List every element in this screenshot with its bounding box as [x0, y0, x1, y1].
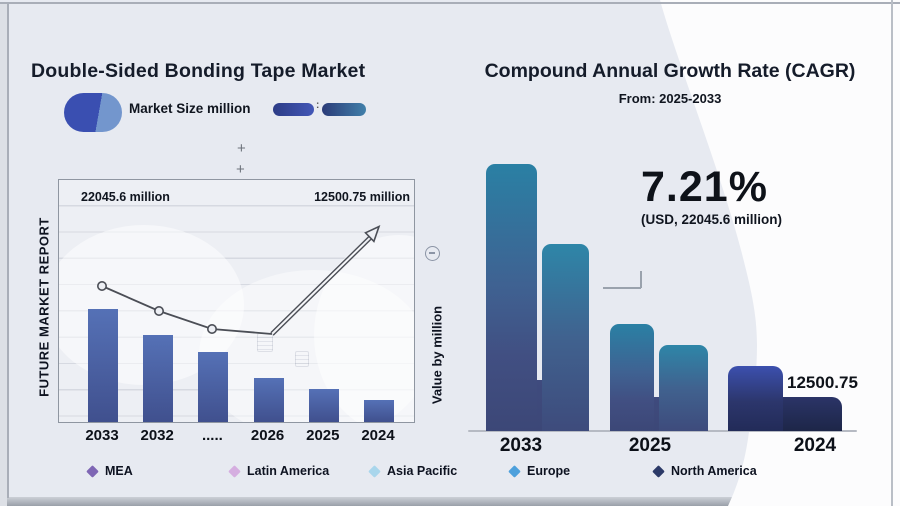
left-axis-label: 2032 — [140, 427, 174, 444]
legend-item: North America — [652, 464, 757, 478]
right-panel-title: Compound Annual Growth Rate (CAGR) — [484, 60, 856, 82]
legend-label: MEA — [105, 464, 133, 478]
diamond-icon — [652, 464, 665, 478]
legend-item: Europe — [508, 464, 571, 478]
diamond-icon — [368, 464, 381, 478]
clipboard-icon — [295, 351, 309, 367]
future-market-report-label: FUTURE MARKET REPORT — [36, 217, 52, 397]
legend-item: MEA — [86, 464, 133, 478]
market-size-bar — [364, 400, 394, 422]
legend-label: Latin America — [247, 464, 330, 478]
cagr-value: 7.21% — [641, 163, 768, 211]
callout-value: 12500.75 — [787, 373, 858, 392]
right-panel-subtitle: From: 2025-2033 — [618, 91, 722, 106]
trend-line-and-growth-arrow-icon — [96, 224, 381, 336]
bottom-strip — [0, 497, 900, 506]
scale-pill-icon-2 — [322, 103, 366, 116]
left-chart-plot: 22045.6 million 12500.75 million — [58, 179, 415, 423]
market-size-bar — [88, 309, 118, 422]
left-chart-max-label: 22045.6 million — [81, 190, 170, 204]
scale-pill-icon-1 — [273, 103, 314, 116]
market-size-bar — [143, 335, 174, 422]
legend-label: Europe — [527, 464, 571, 478]
minus-circle-icon — [425, 246, 440, 261]
market-size-bar — [253, 378, 284, 422]
market-size-label: Market Size million — [129, 101, 251, 116]
left-axis-label: 2024 — [361, 427, 395, 444]
left-edge — [0, 2, 7, 506]
value-by-million-label: Value by million — [429, 305, 445, 405]
frame-right-line — [891, 0, 893, 506]
plus-icon: + — [237, 140, 246, 157]
legend-item: Latin America — [228, 464, 330, 478]
left-axis-label: 2025 — [306, 427, 340, 444]
diamond-icon — [508, 464, 521, 478]
left-chart-xaxis: 2033 2032..... 2026 2025 2024 — [0, 427, 455, 447]
colon-separator: : — [316, 100, 320, 111]
right-panel-header: Compound Annual Growth Rate (CAGR) From:… — [455, 60, 885, 106]
left-chart-min-label: 12500.75 million — [314, 190, 410, 204]
left-panel-title: Double-Sided Bonding Tape Market — [31, 60, 366, 82]
market-size-bar — [198, 352, 229, 422]
frame-left-line — [7, 2, 9, 498]
cylinder-icon — [64, 93, 122, 132]
left-axis-label: ..... — [201, 427, 223, 444]
corner-bracket-icon — [603, 287, 641, 289]
right-chart-baseline — [468, 429, 857, 432]
legend-item: Asia Pacific — [368, 464, 458, 478]
legend-label: Asia Pacific — [387, 464, 458, 478]
left-axis-label: 2026 — [250, 427, 285, 444]
market-size-bar — [308, 389, 339, 422]
bottom-legend: MEA Latin America Asia Pacific Europe North … — [0, 464, 900, 482]
cagr-detail: (USD, 22045.6 million) — [641, 212, 783, 227]
frame-top-line — [0, 2, 900, 4]
plus-icon: + — [236, 161, 245, 178]
corner-bracket-icon — [640, 271, 642, 288]
diamond-icon — [228, 464, 241, 478]
left-axis-label: 2033 — [85, 427, 119, 444]
diamond-icon — [86, 464, 99, 478]
legend-label: North America — [671, 464, 757, 478]
